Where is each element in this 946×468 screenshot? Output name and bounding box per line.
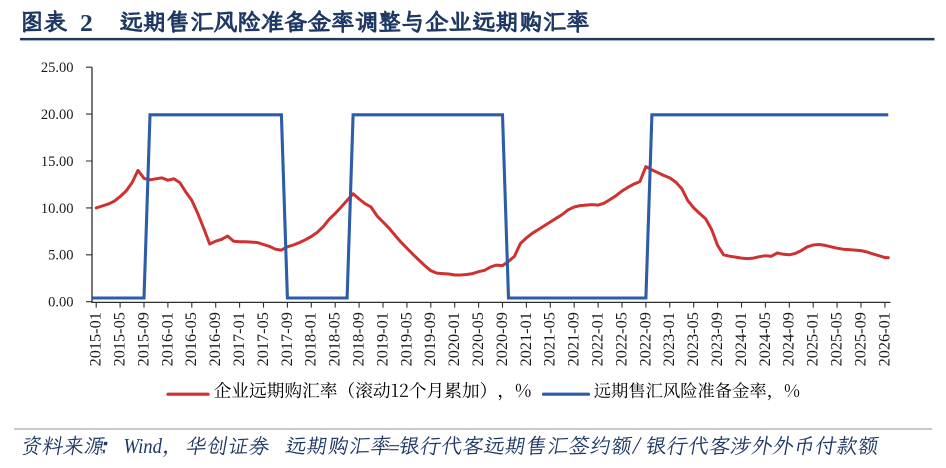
svg-text:2019-09: 2019-09 (420, 312, 439, 366)
svg-text:2017-05: 2017-05 (253, 312, 272, 366)
svg-text:10.00: 10.00 (41, 201, 74, 217)
svg-text:2021-05: 2021-05 (540, 312, 559, 366)
svg-text:2025-05: 2025-05 (827, 312, 846, 366)
svg-text:2021-01: 2021-01 (516, 312, 535, 366)
svg-text:2015-01: 2015-01 (86, 312, 105, 366)
svg-text:2018-01: 2018-01 (301, 312, 320, 366)
svg-text:25.00: 25.00 (41, 60, 74, 76)
svg-text:2025-09: 2025-09 (850, 312, 869, 366)
svg-text:5.00: 5.00 (48, 248, 73, 264)
svg-text:2019-05: 2019-05 (396, 312, 415, 366)
svg-text:2024-09: 2024-09 (779, 312, 798, 366)
svg-text:2023-05: 2023-05 (683, 312, 702, 366)
svg-text:2023-09: 2023-09 (707, 312, 726, 366)
svg-text:20.00: 20.00 (41, 107, 74, 123)
svg-text:2021-09: 2021-09 (564, 312, 583, 366)
svg-text:2017-09: 2017-09 (277, 312, 296, 366)
svg-text:2: 2 (80, 10, 93, 37)
svg-text:Wind: Wind (124, 434, 163, 458)
svg-text:2020-05: 2020-05 (468, 312, 487, 366)
svg-text:2015-09: 2015-09 (133, 312, 152, 366)
svg-text:2016-09: 2016-09 (205, 312, 224, 366)
svg-text:2019-01: 2019-01 (372, 312, 391, 366)
svg-text:2024-05: 2024-05 (755, 312, 774, 366)
svg-text:15.00: 15.00 (41, 154, 74, 170)
svg-text:2025-01: 2025-01 (803, 312, 822, 366)
svg-text:2016-05: 2016-05 (181, 312, 200, 366)
svg-text:2022-01: 2022-01 (588, 312, 607, 366)
svg-text:2017-01: 2017-01 (229, 312, 248, 366)
svg-text:2016-01: 2016-01 (157, 312, 176, 366)
svg-text:2015-05: 2015-05 (110, 312, 129, 366)
svg-text:2023-01: 2023-01 (659, 312, 678, 366)
svg-text:2024-01: 2024-01 (731, 312, 750, 366)
svg-text:2022-09: 2022-09 (635, 312, 654, 366)
svg-text:2026-01: 2026-01 (874, 312, 893, 366)
svg-text:2020-09: 2020-09 (492, 312, 511, 366)
svg-text:2018-05: 2018-05 (325, 312, 344, 366)
svg-text:2022-05: 2022-05 (611, 312, 630, 366)
svg-text:2018-09: 2018-09 (349, 312, 368, 366)
svg-text:2020-01: 2020-01 (444, 312, 463, 366)
svg-text:0.00: 0.00 (48, 295, 73, 311)
